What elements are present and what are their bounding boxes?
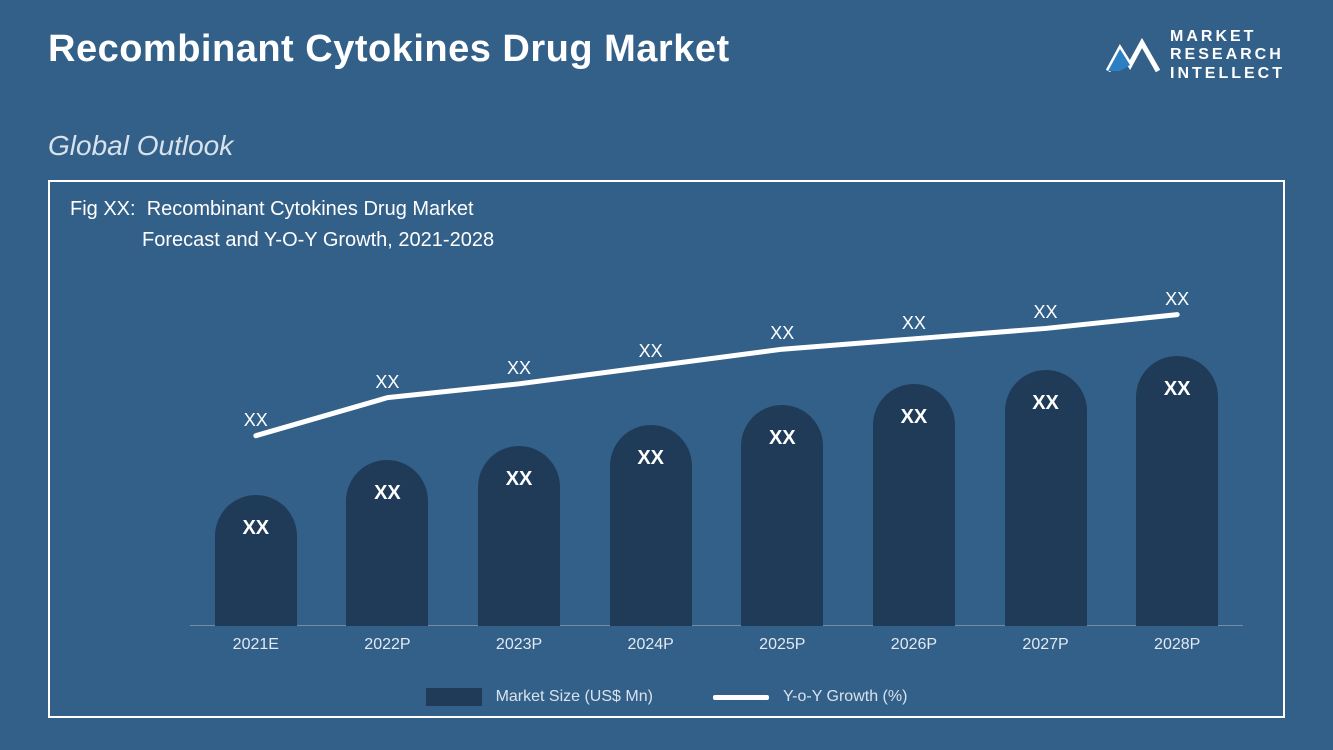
bar-slot: XX2023P <box>453 280 585 626</box>
legend: Market Size (US$ Mn) Y-o-Y Growth (%) <box>50 688 1283 706</box>
logo-line2: RESEARCH <box>1170 46 1285 64</box>
bar: XX <box>478 446 560 626</box>
logo-text: MARKET RESEARCH INTELLECT <box>1170 28 1285 83</box>
line-value-label: XX <box>770 323 794 344</box>
bar-value-label: XX <box>1164 378 1191 401</box>
bar: XX <box>215 495 297 626</box>
x-axis-label: 2023P <box>496 636 542 654</box>
caption-title: Recombinant Cytokines Drug Market <box>147 198 474 220</box>
bar-value-label: XX <box>242 517 269 540</box>
line-value-label: XX <box>1034 302 1058 323</box>
chart-frame: Fig XX: Recombinant Cytokines Drug Marke… <box>48 180 1285 718</box>
plot-area: XX2021EXX2022PXX2023PXX2024PXX2025PXX202… <box>190 280 1243 626</box>
bar-value-label: XX <box>1032 392 1059 415</box>
x-axis-label: 2025P <box>759 636 805 654</box>
x-axis-label: 2024P <box>628 636 674 654</box>
logo: MARKET RESEARCH INTELLECT <box>1106 28 1285 83</box>
legend-bar-label: Market Size (US$ Mn) <box>496 688 653 706</box>
logo-line3: INTELLECT <box>1170 65 1285 83</box>
bar: XX <box>873 384 955 626</box>
bar: XX <box>1136 356 1218 626</box>
x-axis-label: 2028P <box>1154 636 1200 654</box>
x-axis-label: 2026P <box>891 636 937 654</box>
bar-slot: XX2021E <box>190 280 322 626</box>
caption-prefix: Fig XX: <box>70 198 136 220</box>
line-value-label: XX <box>1165 289 1189 310</box>
bar-slot: XX2022P <box>322 280 454 626</box>
line-value-label: XX <box>507 358 531 379</box>
line-value-label: XX <box>244 410 268 431</box>
bar: XX <box>346 460 428 626</box>
x-axis-label: 2027P <box>1022 636 1068 654</box>
subtitle: Global Outlook <box>48 130 233 162</box>
legend-item-line: Y-o-Y Growth (%) <box>713 688 907 706</box>
x-axis-label: 2022P <box>364 636 410 654</box>
caption-sub: Forecast and Y-O-Y Growth, 2021-2028 <box>70 225 494 256</box>
line-value-label: XX <box>902 313 926 334</box>
bar-slot: XX2024P <box>585 280 717 626</box>
bar-slot: XX2028P <box>1111 280 1243 626</box>
legend-swatch-bar <box>426 688 482 706</box>
bar-value-label: XX <box>637 447 664 470</box>
figure-caption: Fig XX: Recombinant Cytokines Drug Marke… <box>70 194 494 256</box>
bar-slot: XX2027P <box>980 280 1112 626</box>
bar-value-label: XX <box>506 468 533 491</box>
bar: XX <box>610 425 692 626</box>
bar-value-label: XX <box>901 406 928 429</box>
page-title: Recombinant Cytokines Drug Market <box>48 28 730 71</box>
logo-icon <box>1106 35 1160 77</box>
bar-value-label: XX <box>769 427 796 450</box>
header: Recombinant Cytokines Drug Market MARKET… <box>48 28 1285 83</box>
logo-line1: MARKET <box>1170 28 1285 46</box>
x-axis-label: 2021E <box>233 636 279 654</box>
line-value-label: XX <box>639 341 663 362</box>
bar: XX <box>1005 370 1087 626</box>
bar: XX <box>741 405 823 626</box>
bar-value-label: XX <box>374 482 401 505</box>
legend-item-bar: Market Size (US$ Mn) <box>426 688 653 706</box>
bars-container: XX2021EXX2022PXX2023PXX2024PXX2025PXX202… <box>190 280 1243 626</box>
legend-line-label: Y-o-Y Growth (%) <box>783 688 907 706</box>
line-value-label: XX <box>375 372 399 393</box>
legend-swatch-line <box>713 695 769 700</box>
